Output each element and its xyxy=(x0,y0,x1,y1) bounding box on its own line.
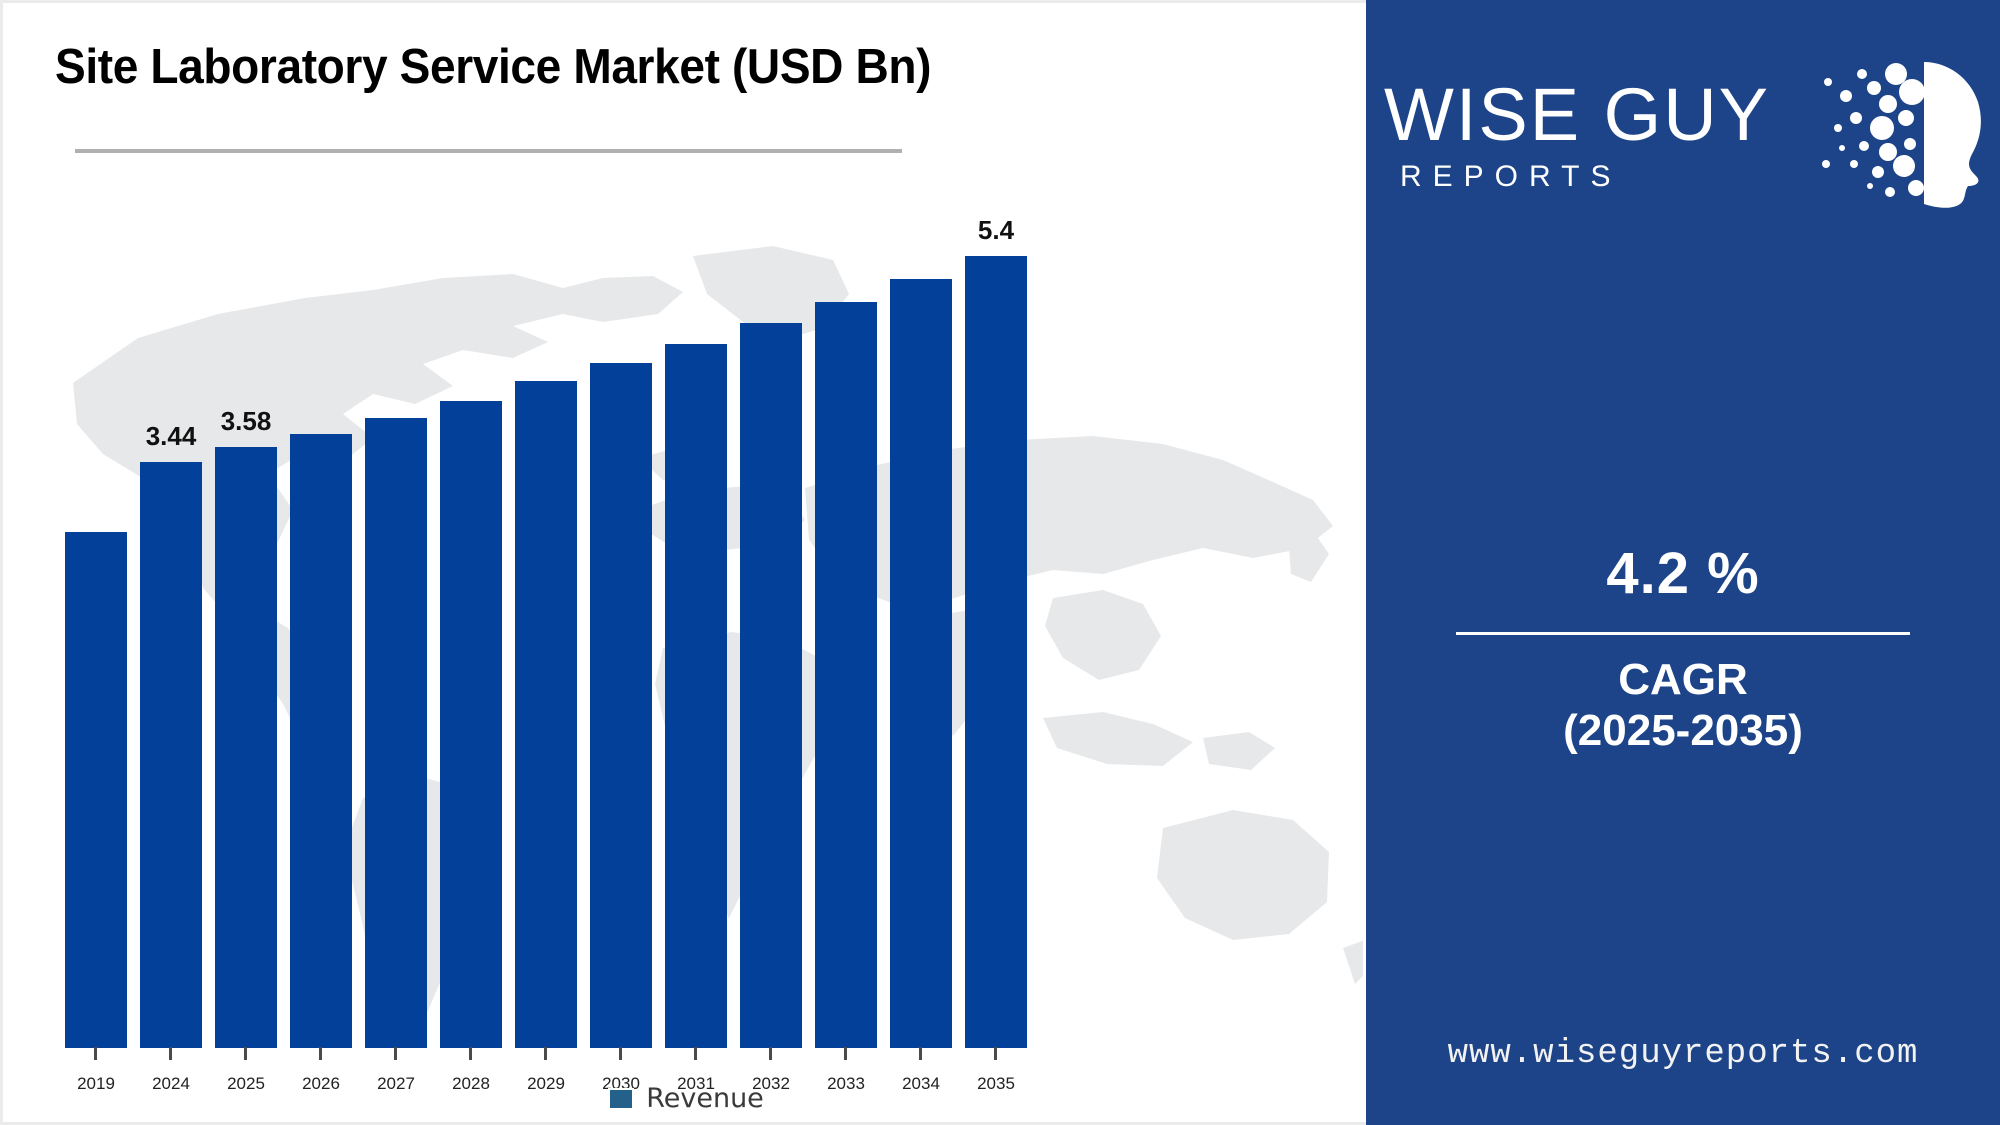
logo-secondary-text: REPORTS xyxy=(1400,160,1621,193)
table-row[interactable] xyxy=(290,434,352,1048)
logo-primary-text: WISE GUY xyxy=(1384,73,1770,156)
bar-group xyxy=(440,401,502,1048)
legend-swatch-icon xyxy=(608,1087,635,1110)
table-row[interactable] xyxy=(65,532,127,1048)
legend-label: Revenue xyxy=(646,1083,764,1114)
x-axis-label: 2029 xyxy=(527,1074,565,1093)
x-axis-label: 2032 xyxy=(752,1074,790,1093)
axis-tick xyxy=(544,1047,547,1060)
title-divider xyxy=(75,149,902,153)
cagr-label-line1: CAGR xyxy=(1618,655,1748,704)
brand-panel: WISE GUY REPORTS xyxy=(1366,0,2000,1125)
website-url[interactable]: www.wiseguyreports.com xyxy=(1447,1035,1919,1073)
table-row[interactable] xyxy=(365,418,427,1048)
x-axis-label: 2031 xyxy=(677,1074,715,1093)
x-axis-label: 2019 xyxy=(77,1074,115,1093)
axis-tick xyxy=(694,1047,697,1060)
cagr-value: 4.2 % xyxy=(1606,541,1760,606)
chart-legend: Revenue xyxy=(3,1083,1366,1114)
axis-tick xyxy=(619,1047,622,1060)
bar-value-label: 3.44 xyxy=(145,421,197,451)
bar-group xyxy=(665,344,727,1048)
table-row[interactable] xyxy=(440,401,502,1048)
x-axis-label: 2027 xyxy=(377,1074,415,1093)
axis-tick xyxy=(169,1047,172,1060)
bar-group xyxy=(515,381,577,1048)
table-row[interactable] xyxy=(665,344,727,1048)
face-silhouette-icon xyxy=(1822,62,1981,208)
page-title: Site Laboratory Service Market (USD Bn) xyxy=(55,40,932,94)
table-row[interactable] xyxy=(890,279,952,1048)
table-row[interactable] xyxy=(515,381,577,1048)
bar-group: 3.44 xyxy=(140,421,202,1048)
logo-icon: WISE GUY REPORTS xyxy=(1384,62,1981,208)
wiseguy-logo[interactable]: WISE GUY REPORTS xyxy=(1366,52,2000,212)
bar-group: 5.4 xyxy=(965,215,1027,1048)
bar-group xyxy=(890,279,952,1048)
bar-group xyxy=(740,323,802,1048)
bar-group xyxy=(290,434,352,1048)
table-row[interactable] xyxy=(815,302,877,1048)
plot-area: 2019 3.44 2024 3.58 2025 2026 xyxy=(3,3,1366,1122)
axis-tick xyxy=(844,1047,847,1060)
bar-value-label: 5.4 xyxy=(977,215,1015,245)
table-row[interactable] xyxy=(215,447,277,1048)
axis-tick xyxy=(94,1047,97,1060)
table-row[interactable] xyxy=(740,323,802,1048)
axis-tick xyxy=(919,1047,922,1060)
chart-panel: Site Laboratory Service Market (USD Bn) xyxy=(0,0,1366,1125)
axis-tick xyxy=(319,1047,322,1060)
x-axis-label: 2024 xyxy=(152,1074,190,1093)
cagr-label: CAGR (2025-2035) xyxy=(1366,655,2000,756)
axis-tick xyxy=(994,1047,997,1060)
x-axis-label: 2034 xyxy=(902,1074,940,1093)
table-row[interactable] xyxy=(590,363,652,1048)
x-axis-label: 2035 xyxy=(977,1074,1015,1093)
x-axis-label: 2026 xyxy=(302,1074,340,1093)
x-axis-label: 2033 xyxy=(827,1074,865,1093)
cagr-label-line2: (2025-2035) xyxy=(1563,705,1803,755)
bar-group xyxy=(365,418,427,1048)
bar-group xyxy=(65,532,127,1048)
table-row[interactable] xyxy=(965,256,1027,1048)
axis-tick xyxy=(244,1047,247,1060)
bar-group xyxy=(590,363,652,1048)
bar-group: 3.58 xyxy=(215,406,277,1048)
cagr-divider xyxy=(1456,632,1910,635)
table-row[interactable] xyxy=(140,462,202,1048)
axis-tick xyxy=(394,1047,397,1060)
x-axis-label: 2025 xyxy=(227,1074,265,1093)
bar-group xyxy=(815,302,877,1048)
x-axis-label: 2028 xyxy=(452,1074,490,1093)
bar-value-label: 3.58 xyxy=(220,406,272,436)
axis-tick xyxy=(469,1047,472,1060)
axis-tick xyxy=(769,1047,772,1060)
